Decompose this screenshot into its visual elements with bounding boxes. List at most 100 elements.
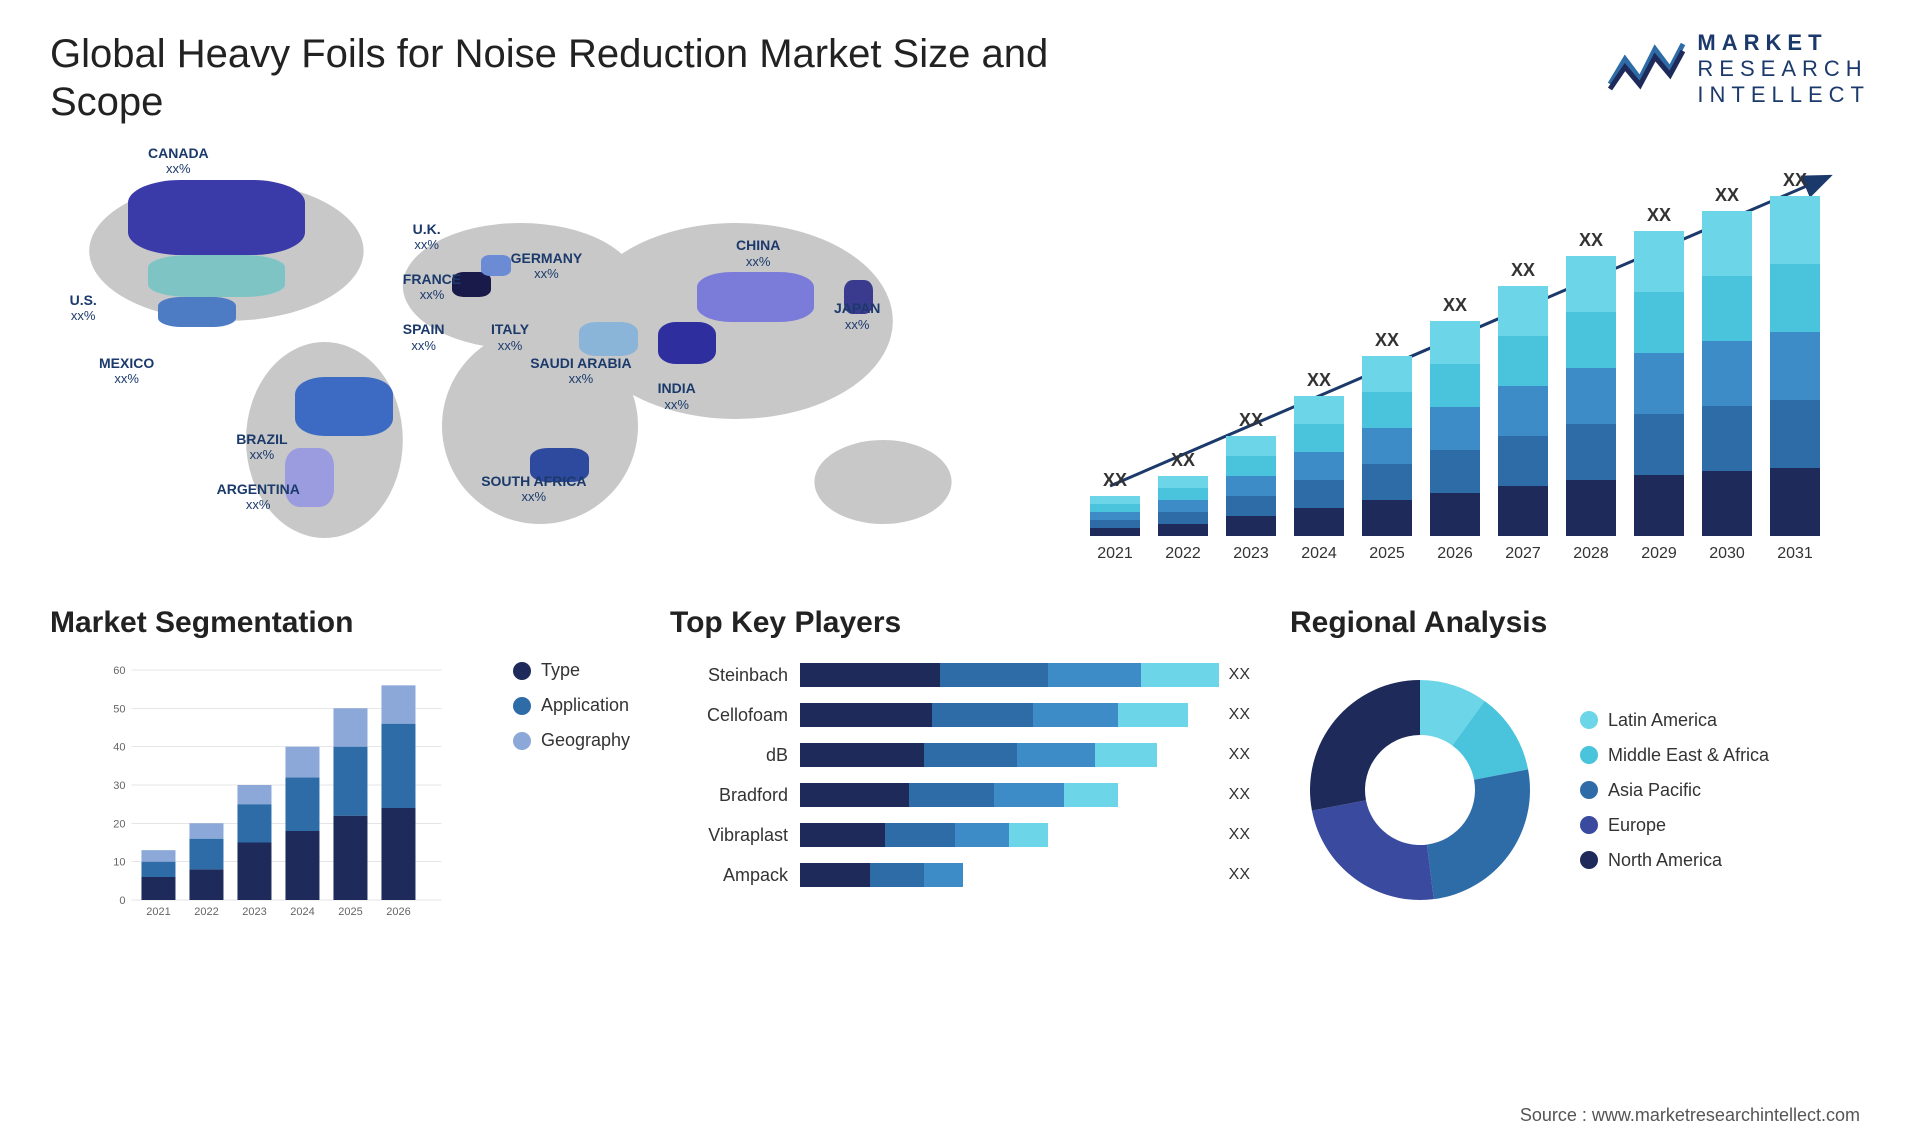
player-label: Ampack	[670, 865, 800, 886]
map-country-saudi	[579, 322, 638, 356]
svg-text:2021: 2021	[1097, 545, 1133, 562]
svg-text:2027: 2027	[1505, 545, 1541, 562]
brand-logo: MARKET RESEARCH INTELLECT	[1605, 30, 1870, 108]
regional-legend: Latin America Middle East & Africa Asia Pa…	[1580, 710, 1769, 871]
players-chart: SteinbachXXCellofoamXXdBXXBradfordXXVibr…	[670, 660, 1250, 920]
svg-text:XX: XX	[1171, 450, 1195, 470]
svg-text:2031: 2031	[1777, 545, 1813, 562]
map-label: ITALYxx%	[491, 322, 529, 353]
regional-title: Regional Analysis	[1290, 606, 1870, 640]
player-row: dB XX	[670, 740, 1250, 770]
svg-text:XX: XX	[1375, 330, 1399, 350]
logo-line1: MARKET	[1697, 30, 1870, 56]
svg-text:XX: XX	[1443, 295, 1467, 315]
player-label: dB	[670, 745, 800, 766]
segmentation-legend: Type Application Geography	[513, 660, 630, 920]
legend-item: Type	[513, 660, 630, 681]
svg-text:2029: 2029	[1641, 545, 1677, 562]
players-title: Top Key Players	[670, 606, 1250, 640]
svg-text:2025: 2025	[1369, 545, 1405, 562]
player-value: XX	[1229, 786, 1250, 804]
svg-text:30: 30	[113, 780, 125, 792]
player-value: XX	[1229, 666, 1250, 684]
segmentation-title: Market Segmentation	[50, 606, 630, 640]
svg-text:20: 20	[113, 818, 125, 830]
legend-item: Geography	[513, 730, 630, 751]
player-row: Cellofoam XX	[670, 700, 1250, 730]
map-country-canada	[128, 180, 304, 256]
legend-item: Latin America	[1580, 710, 1769, 731]
svg-text:2024: 2024	[290, 906, 314, 918]
svg-text:XX: XX	[1511, 260, 1535, 280]
svg-text:2026: 2026	[386, 906, 410, 918]
map-label: U.K.xx%	[413, 222, 441, 253]
world-map: CANADAxx% U.S.xx% MEXICOxx% BRAZILxx% ARGENT…	[50, 146, 1030, 566]
logo-line2: RESEARCH	[1697, 56, 1870, 82]
main-bar-chart: XX 2021 XX 2022 XX 2023 XX 2024 XX 2025 XX 2026 XX 20…	[1070, 146, 1870, 566]
svg-text:2024: 2024	[1301, 545, 1337, 562]
svg-text:XX: XX	[1647, 205, 1671, 225]
svg-text:10: 10	[113, 857, 125, 869]
map-country-brazil	[295, 377, 393, 436]
svg-text:2021: 2021	[146, 906, 170, 918]
svg-text:XX: XX	[1579, 230, 1603, 250]
page-title: Global Heavy Foils for Noise Reduction M…	[50, 30, 1100, 126]
map-label: SPAINxx%	[403, 322, 445, 353]
player-value: XX	[1229, 866, 1250, 884]
svg-text:2030: 2030	[1709, 545, 1745, 562]
map-country-india	[658, 322, 717, 364]
svg-text:60: 60	[113, 665, 125, 677]
legend-item: Middle East & Africa	[1580, 745, 1769, 766]
map-country-germany	[481, 255, 510, 276]
map-country-china	[697, 272, 815, 322]
map-label: GERMANYxx%	[511, 251, 583, 282]
logo-line3: INTELLECT	[1697, 82, 1870, 108]
player-row: Ampack XX	[670, 860, 1250, 890]
svg-text:2025: 2025	[338, 906, 362, 918]
map-label: ARGENTINAxx%	[217, 482, 300, 513]
player-value: XX	[1229, 746, 1250, 764]
legend-item: Application	[513, 695, 630, 716]
player-row: Steinbach XX	[670, 660, 1250, 690]
svg-text:50: 50	[113, 703, 125, 715]
map-label: SAUDI ARABIAxx%	[530, 356, 631, 387]
segmentation-chart: 0102030405060202120222023202420252026	[50, 660, 493, 920]
legend-item: North America	[1580, 850, 1769, 871]
svg-text:XX: XX	[1103, 470, 1127, 490]
map-label: INDIAxx%	[658, 381, 696, 412]
map-label: BRAZILxx%	[236, 432, 287, 463]
player-label: Steinbach	[670, 665, 800, 686]
map-label: JAPANxx%	[834, 301, 880, 332]
legend-item: Asia Pacific	[1580, 780, 1769, 801]
player-label: Cellofoam	[670, 705, 800, 726]
map-label: U.S.xx%	[70, 293, 97, 324]
svg-text:XX: XX	[1783, 170, 1807, 190]
player-label: Bradford	[670, 785, 800, 806]
source-text: Source : www.marketresearchintellect.com	[1520, 1105, 1860, 1126]
legend-item: Europe	[1580, 815, 1769, 836]
map-country-us	[148, 255, 285, 297]
map-label: CANADAxx%	[148, 146, 209, 177]
svg-text:2026: 2026	[1437, 545, 1473, 562]
map-label: MEXICOxx%	[99, 356, 154, 387]
map-country-mexico	[158, 297, 236, 326]
svg-text:0: 0	[119, 895, 125, 907]
svg-text:2022: 2022	[194, 906, 218, 918]
svg-text:40: 40	[113, 742, 125, 754]
regional-donut	[1290, 660, 1550, 920]
svg-text:2022: 2022	[1165, 545, 1201, 562]
map-label: SOUTH AFRICAxx%	[481, 474, 586, 505]
svg-text:XX: XX	[1307, 370, 1331, 390]
svg-text:XX: XX	[1239, 410, 1263, 430]
svg-text:XX: XX	[1715, 185, 1739, 205]
map-label: CHINAxx%	[736, 238, 780, 269]
svg-text:2028: 2028	[1573, 545, 1609, 562]
player-row: Bradford XX	[670, 780, 1250, 810]
player-value: XX	[1229, 706, 1250, 724]
player-value: XX	[1229, 826, 1250, 844]
svg-text:2023: 2023	[1233, 545, 1269, 562]
map-label: FRANCExx%	[403, 272, 461, 303]
player-label: Vibraplast	[670, 825, 800, 846]
logo-icon	[1605, 39, 1685, 99]
player-row: Vibraplast XX	[670, 820, 1250, 850]
